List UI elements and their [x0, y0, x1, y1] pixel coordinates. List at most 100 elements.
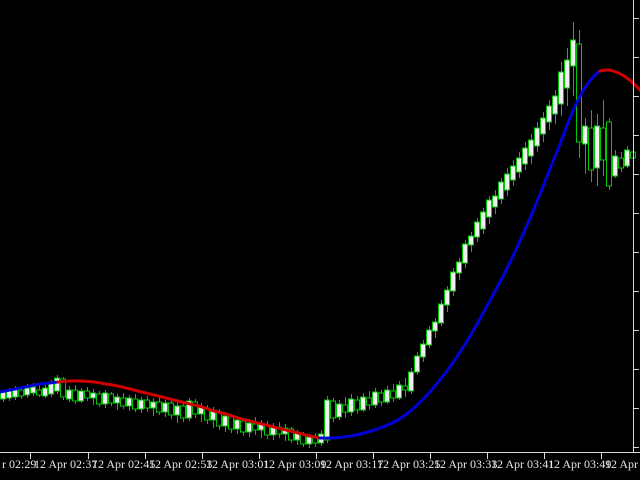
price-axis[interactable] [633, 0, 640, 452]
candle [252, 417, 258, 435]
candle-series [0, 22, 636, 448]
candle-body [624, 149, 630, 167]
candle [366, 391, 372, 410]
candle-body [330, 400, 336, 419]
candle-body [396, 384, 402, 399]
candle [606, 118, 612, 190]
candle-body [618, 157, 624, 169]
candle-body [342, 404, 348, 413]
plot-background [0, 0, 640, 452]
candle [162, 400, 168, 417]
candle-body [84, 390, 90, 399]
candle-body [120, 397, 126, 407]
candle [624, 146, 630, 168]
time-tick [430, 453, 431, 459]
price-tick [634, 135, 639, 136]
candle-body [462, 243, 468, 264]
candle-body [18, 389, 24, 397]
price-tick [634, 252, 639, 253]
price-tick [634, 447, 639, 448]
candle-body [594, 125, 600, 169]
candle-body [354, 399, 360, 411]
candle-body [612, 155, 618, 177]
candle [108, 392, 114, 406]
candle [138, 397, 144, 413]
candle-body [186, 400, 192, 419]
candle [510, 160, 516, 186]
candle [84, 387, 90, 401]
candle [156, 397, 162, 415]
candlestick-plot [0, 0, 640, 452]
candle [324, 396, 330, 443]
candle-body [180, 405, 186, 419]
candle [342, 397, 348, 418]
candle-body [366, 397, 372, 406]
ma-segment-down [56, 379, 322, 440]
time-axis-label: 12 Apr 03:33 [434, 457, 498, 471]
candle-body [378, 392, 384, 403]
candle-body [78, 390, 84, 402]
plot-area[interactable] [0, 0, 640, 452]
candle-body [168, 402, 174, 416]
candle [372, 388, 378, 408]
candle-body [438, 303, 444, 324]
candle-body [492, 195, 498, 208]
candle [462, 240, 468, 268]
candle [66, 386, 72, 402]
candle-body [162, 402, 168, 413]
candle [552, 90, 558, 124]
time-tick [601, 453, 602, 459]
candle [534, 122, 540, 152]
candle [336, 400, 342, 420]
candle [78, 388, 84, 403]
price-axis-line [633, 0, 634, 452]
candle-body [504, 173, 510, 191]
candle-body [108, 393, 114, 404]
candle-body [540, 117, 546, 135]
candle-body [48, 382, 54, 395]
time-tick [259, 453, 260, 459]
candle-body [528, 139, 534, 157]
price-tick [634, 96, 639, 97]
candle [402, 378, 408, 397]
bottom-filler [0, 472, 640, 480]
candle [414, 352, 420, 375]
candle [102, 390, 108, 408]
candle-body [408, 371, 414, 392]
candle [330, 398, 336, 422]
price-tick [634, 369, 639, 370]
time-axis-label: 12 Apr 03:41 [491, 457, 555, 471]
candle [600, 100, 606, 176]
candle-body [432, 321, 438, 332]
time-axis-label: 12 Apr 02:37 [34, 457, 98, 471]
candle-body [324, 399, 330, 441]
candle-body [486, 199, 492, 218]
time-tick [30, 453, 31, 459]
candle [390, 384, 396, 402]
candle [132, 394, 138, 412]
candle [546, 100, 552, 130]
candle-body [36, 389, 42, 396]
candle-body [66, 389, 72, 400]
candle-body [510, 165, 516, 181]
candle [408, 368, 414, 394]
candle-body [12, 389, 18, 398]
candle [54, 375, 60, 394]
candle-body [30, 386, 36, 394]
candle [558, 62, 564, 116]
candle [90, 389, 96, 405]
candle [492, 190, 498, 214]
candle [570, 22, 576, 96]
time-axis-line [0, 452, 640, 453]
candle-body [96, 393, 102, 405]
candle-body [24, 387, 30, 396]
candle-body [474, 221, 480, 238]
candle [36, 385, 42, 397]
ma-segment-up [318, 69, 602, 440]
candle-body [288, 428, 294, 441]
candle [174, 402, 180, 423]
candle-body [534, 127, 540, 147]
candle [378, 390, 384, 406]
candle-body [552, 95, 558, 115]
